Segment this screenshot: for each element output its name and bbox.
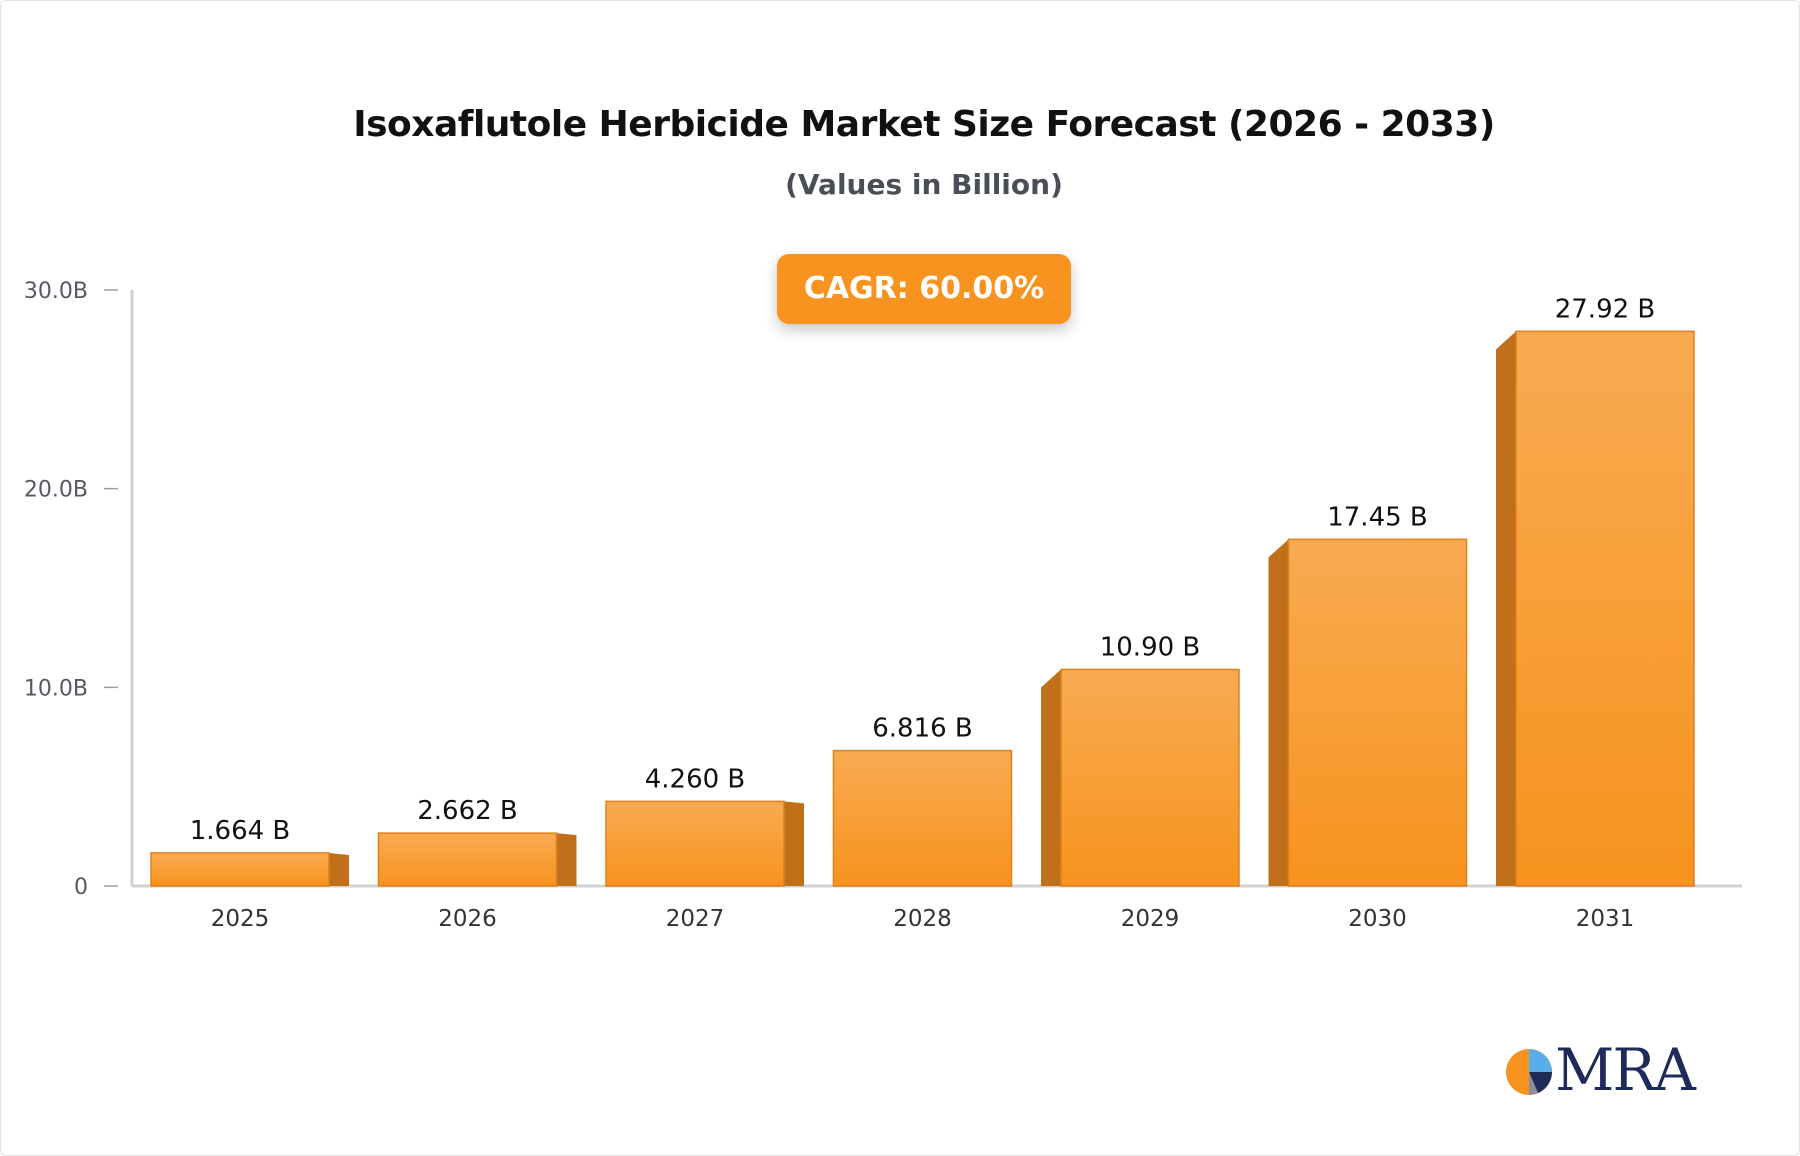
label-group: 1.664 B 2025 2.662 B 2026 4.260 B 2027 6.816 B… xyxy=(190,294,1656,932)
bar-front xyxy=(1287,538,1468,887)
logo-text: MRA xyxy=(1555,1036,1696,1104)
bar-2027 xyxy=(605,800,804,887)
value-label-2025: 1.664 B xyxy=(190,816,291,846)
y-tick-label: 10.0B xyxy=(24,676,88,701)
value-label-2026: 2.662 B xyxy=(417,796,518,826)
cagr-badge: CAGR: 60.00% xyxy=(777,254,1071,324)
bar-front xyxy=(832,749,1013,887)
x-tick-label-2025: 2025 xyxy=(211,906,270,932)
bar-side xyxy=(1496,331,1516,887)
value-label-2031: 27.92 B xyxy=(1555,294,1656,324)
bar-2025 xyxy=(150,852,349,887)
mra-logo: MRA xyxy=(1505,1038,1696,1102)
bar-2030 xyxy=(1268,538,1468,887)
y-tick-label: 20.0B xyxy=(24,478,88,503)
chart-title: Isoxaflutole Herbicide Market Size Forec… xyxy=(353,104,1495,145)
bar-front xyxy=(377,832,558,887)
x-tick-label-2027: 2027 xyxy=(666,906,725,932)
bar-front xyxy=(1060,668,1240,887)
x-tick-label-2029: 2029 xyxy=(1121,906,1180,932)
bar-2028 xyxy=(832,749,1013,887)
bar-side xyxy=(1041,669,1061,886)
bar-side xyxy=(329,852,349,886)
y-tick-label: 30.0B xyxy=(24,279,88,304)
bar-side xyxy=(556,833,577,886)
bar-front xyxy=(150,852,330,887)
bar-front xyxy=(605,800,785,887)
bar-2026 xyxy=(377,832,577,887)
bar-2029 xyxy=(1041,668,1240,887)
y-tick-label: 0 xyxy=(74,875,88,900)
x-tick-label-2031: 2031 xyxy=(1576,906,1635,932)
bar-side xyxy=(784,801,804,886)
chart-subtitle: (Values in Billion) xyxy=(785,168,1063,201)
value-label-2027: 4.260 B xyxy=(645,764,746,794)
x-tick-label-2028: 2028 xyxy=(893,906,952,932)
bar-side xyxy=(1268,539,1289,886)
bar-2031 xyxy=(1496,330,1695,887)
value-label-2030: 17.45 B xyxy=(1327,502,1428,532)
x-tick-label-2026: 2026 xyxy=(438,906,497,932)
value-label-2029: 10.90 B xyxy=(1100,632,1201,662)
value-label-2028: 6.816 B xyxy=(872,714,973,744)
pie-logo-icon xyxy=(1506,1049,1552,1095)
x-tick-label-2030: 2030 xyxy=(1348,906,1407,932)
bar-front xyxy=(1515,330,1695,887)
bar-group xyxy=(150,330,1695,887)
